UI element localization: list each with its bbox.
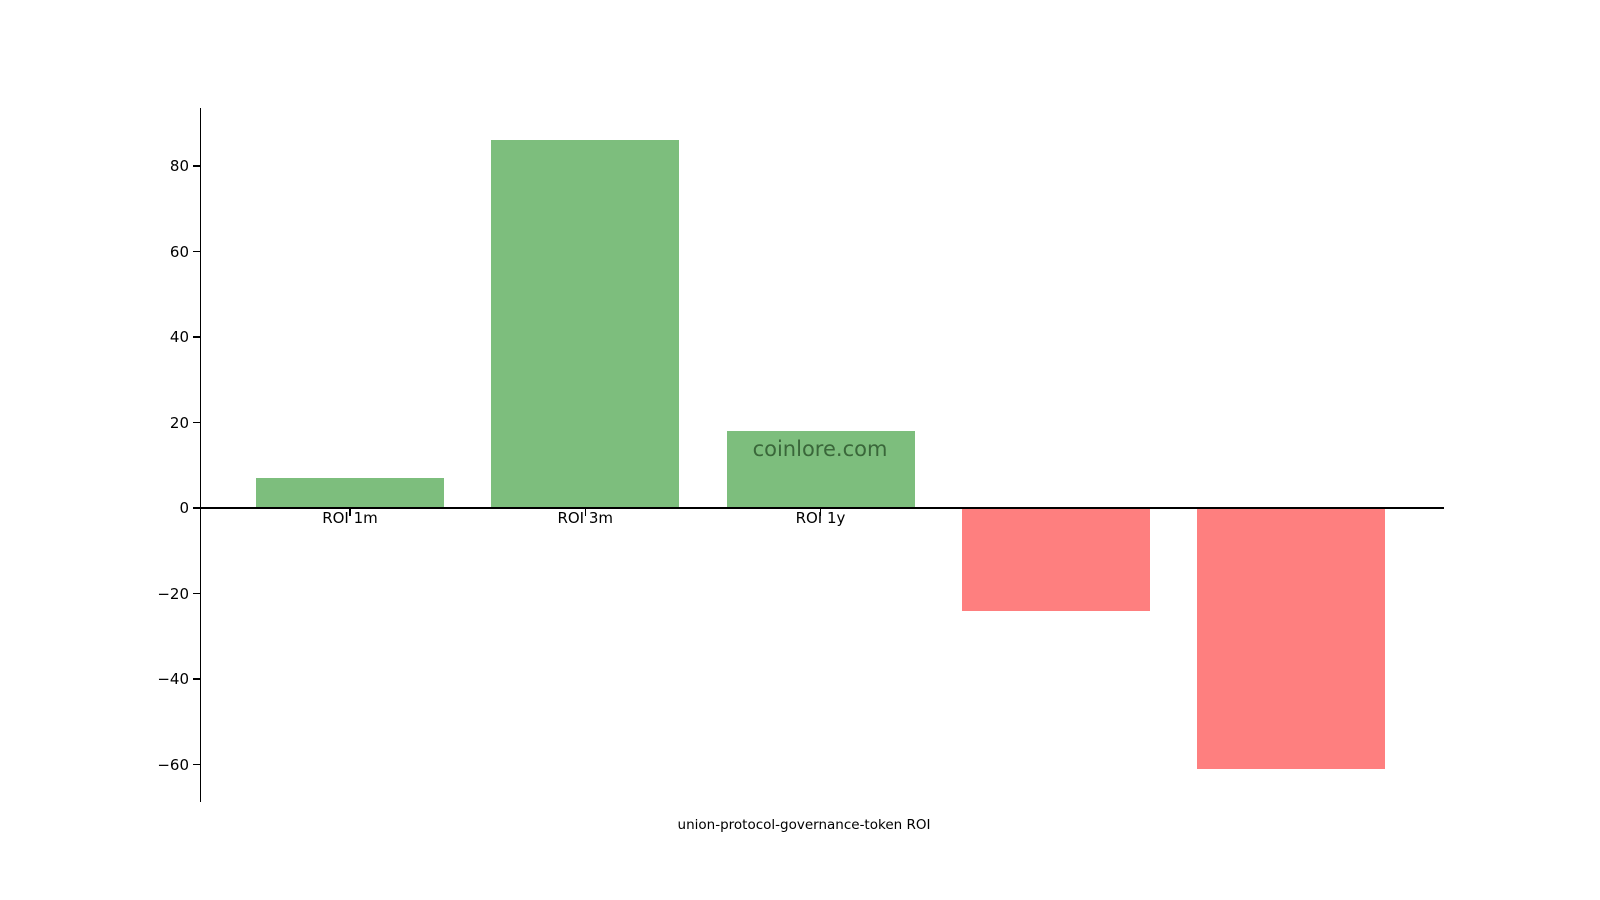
bar bbox=[1197, 508, 1385, 769]
y-axis-tick-label: −60 bbox=[157, 755, 189, 774]
y-axis-tick-label: −40 bbox=[157, 670, 189, 688]
y-axis-tick-mark bbox=[193, 507, 200, 509]
y-axis-tick-mark bbox=[193, 165, 200, 167]
y-axis-tick-label: −20 bbox=[157, 584, 189, 603]
bar bbox=[961, 508, 1150, 611]
y-axis-tick-mark bbox=[193, 592, 200, 595]
x-axis-tick-mark bbox=[819, 508, 822, 516]
bar bbox=[491, 140, 680, 508]
x-axis-tick-label: ROI 3m bbox=[557, 509, 614, 527]
y-axis-tick-mark bbox=[193, 421, 200, 424]
y-axis-tick-label: 80 bbox=[169, 157, 189, 175]
y-axis-tick-mark bbox=[193, 336, 200, 338]
y-axis-tick-mark bbox=[193, 678, 200, 680]
x-axis-tick-mark bbox=[349, 508, 351, 516]
y-axis-tick-mark bbox=[193, 763, 200, 766]
x-axis-tick-label: ROI 1y bbox=[795, 509, 846, 527]
y-axis-tick-label: 20 bbox=[169, 413, 189, 432]
y-axis-line bbox=[199, 108, 201, 802]
x-axis-zero-line bbox=[200, 507, 1444, 509]
y-axis-tick-label: 60 bbox=[169, 242, 189, 261]
watermark-text: coinlore.com bbox=[752, 437, 888, 461]
x-axis-tick-mark bbox=[584, 508, 586, 516]
chart-title: union-protocol-governance-token ROI bbox=[677, 817, 931, 833]
bar bbox=[256, 478, 444, 508]
y-axis-tick-label: 40 bbox=[169, 328, 189, 346]
y-axis-tick-mark bbox=[193, 250, 200, 253]
x-axis-tick-label: ROI 1m bbox=[322, 509, 378, 527]
y-axis-tick-label: 0 bbox=[179, 499, 189, 517]
bar bbox=[726, 431, 915, 508]
